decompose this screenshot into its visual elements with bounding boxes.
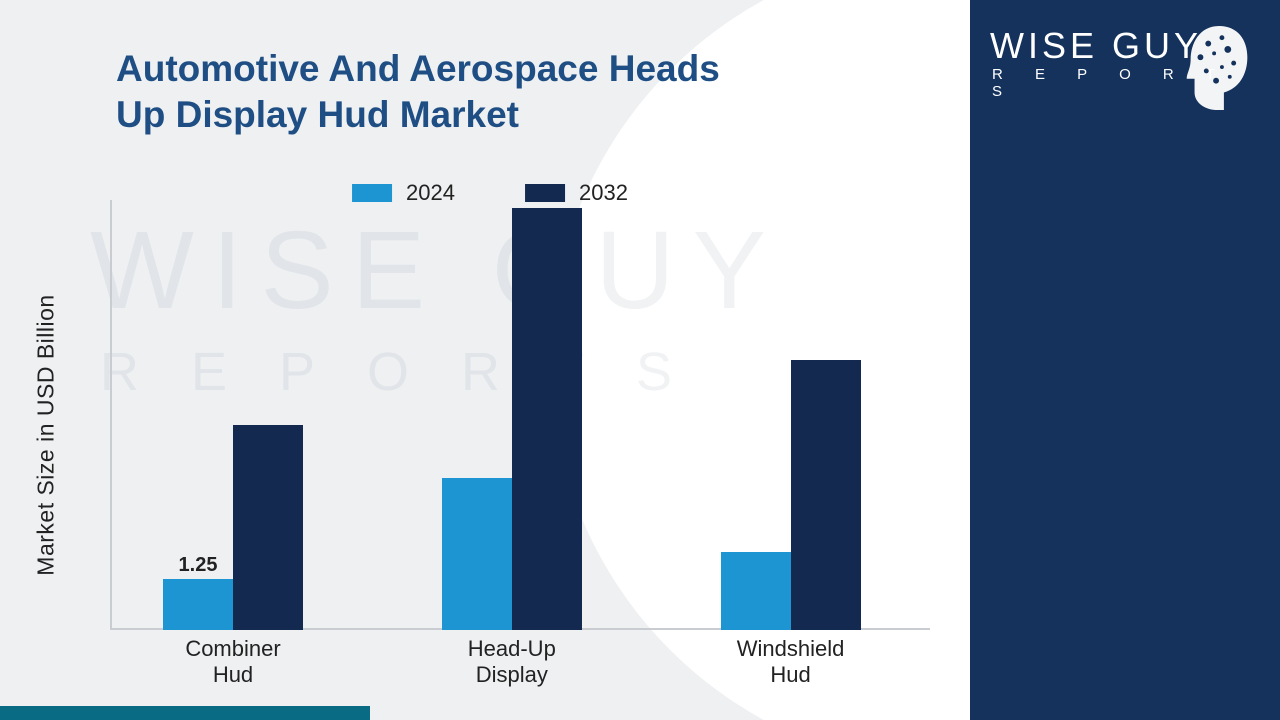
bar-2032 [791, 360, 861, 630]
bar-2024 [442, 478, 512, 630]
bottom-accent-bar [0, 706, 370, 720]
chart-area: Market Size in USD Billion 2024 2032 1.2… [40, 180, 940, 690]
bar-2024: 1.25 [163, 579, 233, 630]
bar-group: 1.25CombinerHud [143, 200, 323, 630]
head-icon [1184, 24, 1254, 112]
bar-group: Head-UpDisplay [422, 200, 602, 630]
bar-2032 [233, 425, 303, 630]
y-axis-label: Market Size in USD Billion [33, 294, 60, 575]
plot-region: 1.25CombinerHud Head-UpDisplay WindshieldH… [110, 200, 930, 630]
category-label: Head-UpDisplay [432, 630, 592, 689]
bar-2032 [512, 208, 582, 630]
chart-canvas: WISE GUY REPORTS WISE GUY R E P O R T S … [0, 0, 1280, 720]
brand-logo: WISE GUY R E P O R T S [990, 28, 1250, 100]
bar-2024 [721, 552, 791, 630]
category-label: CombinerHud [153, 630, 313, 689]
category-label: WindshieldHud [711, 630, 871, 689]
bar-value-label: 1.25 [163, 554, 233, 579]
bar-group: WindshieldHud [701, 200, 881, 630]
chart-title: Automotive And Aerospace Heads Up Displa… [116, 46, 756, 139]
